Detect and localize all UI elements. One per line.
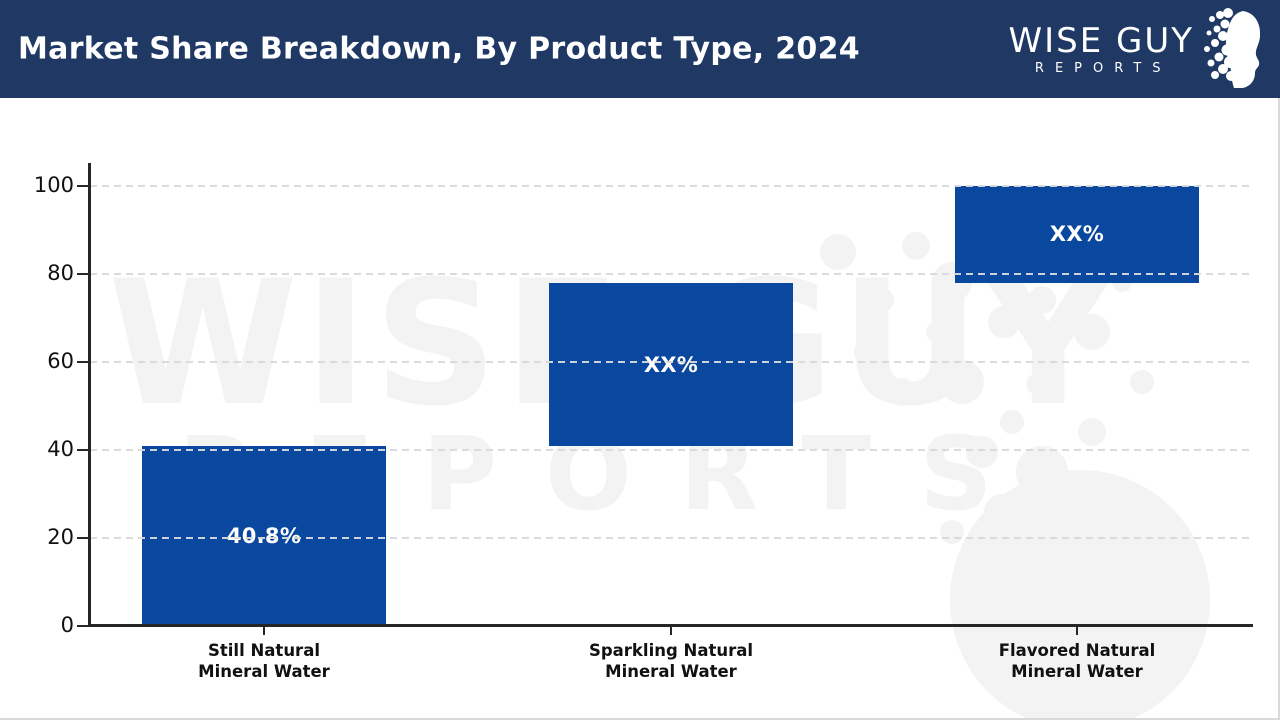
- watermark-dot: [1042, 522, 1082, 562]
- watermark-dot: [1088, 478, 1136, 526]
- x-axis-tick: [670, 627, 672, 635]
- y-gridline: [90, 361, 1253, 363]
- page-title: Market Share Breakdown, By Product Type,…: [18, 31, 860, 67]
- watermark-dot: [1028, 286, 1056, 314]
- watermark-dot: [888, 378, 916, 406]
- y-axis-tick-label: 40: [47, 437, 74, 461]
- logo-name: WISE GUY: [1008, 20, 1194, 61]
- watermark-dot: [940, 520, 964, 544]
- x-axis-category-label: Sparkling Natural Mineral Water: [588, 641, 754, 681]
- x-axis-tick: [1076, 627, 1078, 635]
- y-axis-tick: [77, 625, 89, 627]
- y-axis-tick: [77, 185, 89, 187]
- y-axis-tick-label: 60: [47, 349, 74, 373]
- y-axis-tick-label: 80: [47, 261, 74, 285]
- watermark-dot: [940, 360, 984, 404]
- watermark-dot: [950, 470, 1210, 720]
- y-axis-tick: [77, 273, 89, 275]
- watermark-dot: [1000, 410, 1024, 434]
- y-gridline: [90, 273, 1253, 275]
- x-axis-line: [88, 624, 1253, 627]
- y-axis-tick-label: 20: [47, 525, 74, 549]
- page-bottom-border: [0, 718, 1280, 720]
- y-gridline: [90, 537, 1253, 539]
- watermark-dot: [966, 436, 998, 468]
- y-axis-tick-label: 100: [33, 173, 74, 197]
- bar-value-label: XX%: [1049, 222, 1105, 247]
- page-right-border: [1278, 98, 1280, 720]
- logo-text: WISE GUY REPORTS: [1008, 23, 1194, 76]
- watermark-dot: [902, 232, 930, 260]
- y-axis-tick: [77, 361, 89, 363]
- bar-value-label: 40.8%: [226, 524, 302, 549]
- y-gridline: [90, 449, 1253, 451]
- x-axis-category-label: Flavored Natural Mineral Water: [998, 641, 1156, 681]
- watermark-dot: [1026, 374, 1046, 394]
- watermark-dot: [1078, 418, 1106, 446]
- dotted-face-profile-icon: [1204, 8, 1261, 88]
- bar-segment: XX%: [955, 186, 1199, 283]
- watermark-dot: [820, 234, 856, 270]
- y-axis-line: [88, 163, 91, 627]
- header-bar: Market Share Breakdown, By Product Type,…: [0, 0, 1280, 98]
- watermark-dot: [1016, 446, 1068, 498]
- y-axis-tick: [77, 537, 89, 539]
- y-axis-tick-label: 0: [60, 613, 74, 637]
- watermark-dot: [1130, 370, 1154, 394]
- x-axis-tick: [263, 627, 265, 635]
- y-axis-tick: [77, 449, 89, 451]
- y-gridline: [90, 185, 1253, 187]
- bar-segment: XX%: [549, 282, 793, 447]
- watermark-dot: [870, 288, 894, 312]
- bar-value-label: XX%: [643, 352, 699, 377]
- bar-segment: 40.8%: [142, 446, 386, 626]
- watermark-dot: [984, 494, 1020, 530]
- watermark-dot: [988, 306, 1020, 338]
- wise-guy-reports-logo: WISE GUY REPORTS: [1008, 8, 1270, 90]
- watermark-dot: [1074, 314, 1110, 350]
- x-axis-category-label: Still Natural Mineral Water: [198, 641, 330, 681]
- watermark-dot: [926, 322, 946, 342]
- logo-subtitle: REPORTS: [1034, 60, 1172, 76]
